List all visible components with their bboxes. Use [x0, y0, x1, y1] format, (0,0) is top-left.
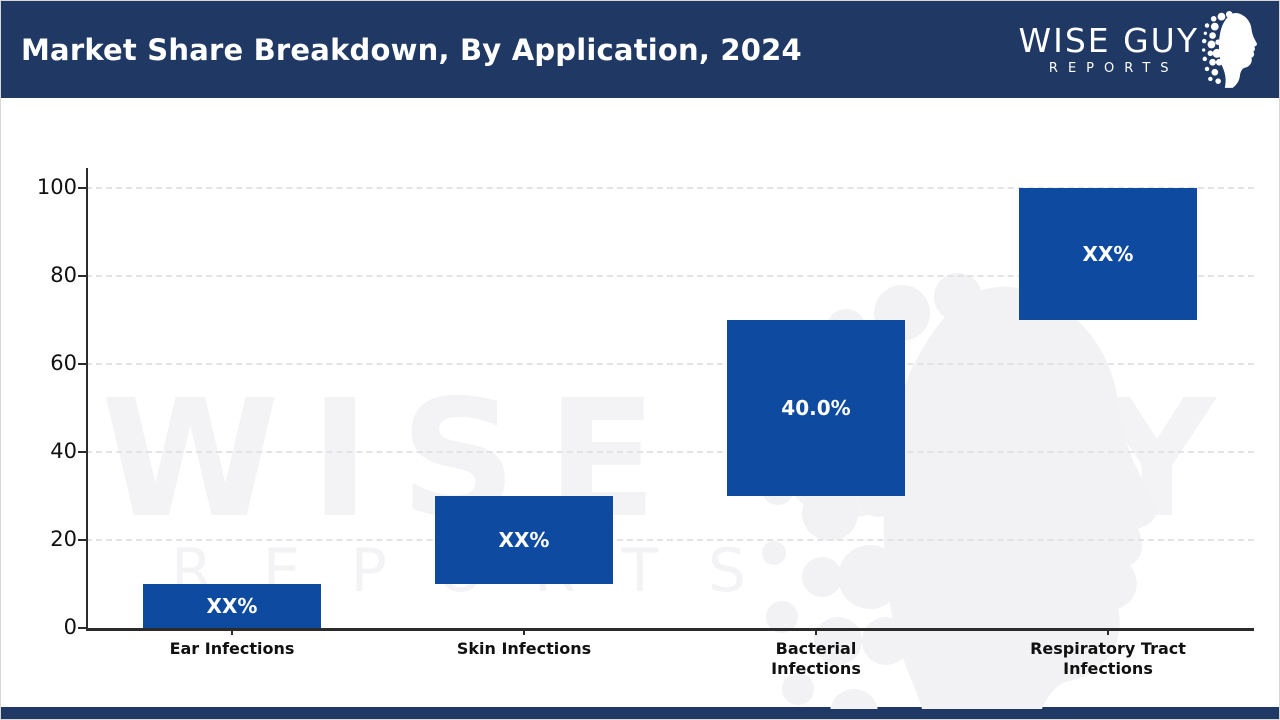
y-tick-label: 100 — [36, 175, 77, 199]
logo-subtext: REPORTS — [1048, 61, 1179, 76]
y-tick-label: 40 — [50, 439, 77, 463]
x-category-label: Skin Infections — [456, 639, 592, 658]
x-axis-spine — [86, 628, 1254, 631]
logo-wordmark: WISE GUY — [1018, 21, 1199, 60]
chart-title: Market Share Breakdown, By Application, … — [21, 32, 802, 67]
header-bar: Market Share Breakdown, By Application, … — [1, 1, 1279, 98]
gridline — [86, 363, 1254, 365]
y-tick — [78, 627, 86, 629]
footer-bar — [1, 707, 1279, 719]
gridline — [86, 539, 1254, 541]
y-tick — [78, 275, 86, 277]
wise-guy-reports-logo: WISE GUY REPORTS — [1018, 10, 1261, 89]
bar-chart: WISE GUY REPORTS 020406080100XX%XX%40.0%… — [1, 98, 1279, 709]
x-category-label: Bacterial Infections — [771, 639, 861, 678]
logo-face-icon — [1202, 10, 1257, 88]
y-axis-spine — [86, 168, 88, 631]
y-tick — [78, 539, 86, 541]
x-category-label: Respiratory Tract Infections — [1030, 639, 1186, 678]
gridline — [86, 451, 1254, 453]
gridline — [86, 187, 1254, 189]
x-tick — [231, 628, 233, 635]
y-tick — [78, 363, 86, 365]
y-tick-label: 0 — [63, 615, 77, 639]
gridline — [86, 275, 1254, 277]
x-tick — [523, 628, 525, 635]
bar-value-label: XX% — [206, 594, 258, 618]
bar-segment: XX% — [1019, 188, 1197, 320]
bar-value-label: XX% — [1082, 242, 1134, 266]
bar-segment: XX% — [143, 584, 321, 628]
y-tick-label: 20 — [50, 527, 77, 551]
x-tick — [815, 628, 817, 635]
y-tick — [78, 451, 86, 453]
y-tick-label: 60 — [50, 351, 77, 375]
y-tick — [78, 187, 86, 189]
x-category-label: Ear Infections — [169, 639, 295, 658]
bar-value-label: 40.0% — [781, 396, 851, 420]
bar-segment: 40.0% — [727, 320, 905, 496]
bar-value-label: XX% — [498, 528, 550, 552]
x-tick — [1107, 628, 1109, 635]
bar-segment: XX% — [435, 496, 613, 584]
y-tick-label: 80 — [50, 263, 77, 287]
